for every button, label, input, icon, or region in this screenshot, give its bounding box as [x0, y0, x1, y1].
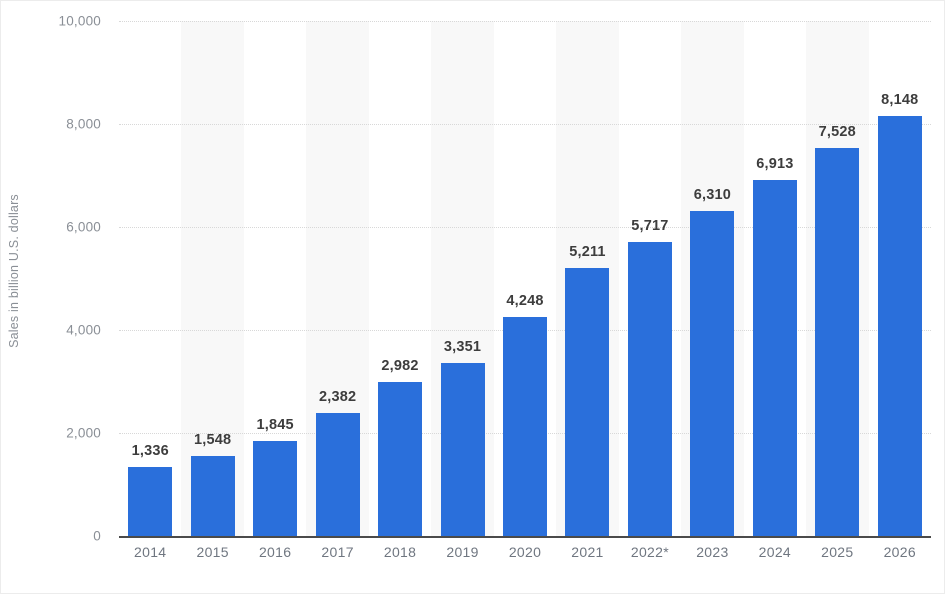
- y-axis-tick-label: 10,000: [58, 13, 101, 29]
- x-axis-line: [119, 536, 931, 538]
- x-axis-tick-label: 2022*: [630, 544, 669, 560]
- bar-value-label: 2,382: [318, 389, 357, 406]
- y-axis-tick-labels: 0 2,000 4,000 6,000 8,000 10,000: [23, 1, 101, 593]
- gridline: [119, 227, 931, 228]
- y-axis-tick-label: 8,000: [66, 116, 101, 132]
- bar[interactable]: [503, 317, 547, 536]
- x-axis-tick-label: 2014: [134, 544, 167, 560]
- x-axis-tick-label: 2019: [446, 544, 479, 560]
- bar-value-label: 4,248: [506, 293, 544, 310]
- y-axis-tick-label: 2,000: [66, 425, 101, 441]
- bar-value-label: 6,913: [756, 155, 794, 172]
- bar[interactable]: [253, 440, 298, 536]
- x-axis-tick-label: 2026: [883, 544, 916, 560]
- bar-value-label: 3,351: [443, 339, 482, 356]
- gridline: [119, 124, 931, 125]
- bar[interactable]: [815, 148, 860, 536]
- x-axis-tick-label: 2015: [196, 544, 229, 560]
- bar-value-label: 5,211: [569, 243, 606, 260]
- y-axis-tick-label: 4,000: [66, 322, 101, 338]
- bar[interactable]: [440, 363, 485, 536]
- y-axis-tick-label: 0: [93, 528, 101, 544]
- x-axis-tick-label: 2017: [321, 544, 354, 560]
- column-band: [181, 21, 244, 536]
- bar-value-label: 6,310: [693, 187, 732, 204]
- bar[interactable]: [315, 413, 360, 536]
- bar[interactable]: [627, 241, 672, 536]
- x-axis-tick-label: 2018: [383, 544, 417, 560]
- x-axis-tick-label: 2021: [571, 544, 604, 560]
- x-axis-tick-label: 2016: [258, 544, 292, 560]
- bar[interactable]: [690, 211, 735, 536]
- bar[interactable]: [128, 467, 173, 536]
- gridline: [119, 21, 931, 22]
- bar-value-label: 8,148: [881, 92, 919, 109]
- y-axis-tick-label: 6,000: [66, 219, 101, 235]
- bar-value-label: 1,548: [194, 432, 232, 449]
- x-axis-tick-label: 2024: [758, 544, 792, 560]
- y-axis-title-text: Sales in billion U.S. dollars: [7, 194, 22, 348]
- bar-value-label: 2,982: [381, 358, 419, 375]
- bar-value-label: 5,717: [631, 217, 669, 234]
- x-axis-tick-label: 2025: [821, 544, 854, 560]
- bar[interactable]: [752, 179, 797, 536]
- bar-value-label: 1,336: [131, 443, 169, 460]
- bar-value-label: 7,528: [818, 124, 856, 141]
- x-axis-tick-label: 2023: [696, 544, 729, 560]
- x-axis-tick-label: 2020: [508, 544, 542, 560]
- plot-area: 1,336 1,548 1,845 2,382 2,982 3,351 4,248 5,211…: [119, 21, 931, 536]
- bar-value-label: 1,845: [256, 416, 294, 433]
- x-axis-tick-labels: 2014 2015 2016 2017 2018 2019 2020 2021 2022* 202…: [119, 544, 931, 574]
- bar[interactable]: [565, 267, 610, 536]
- bar[interactable]: [877, 116, 922, 536]
- bar[interactable]: [190, 456, 235, 536]
- bar[interactable]: [378, 382, 423, 536]
